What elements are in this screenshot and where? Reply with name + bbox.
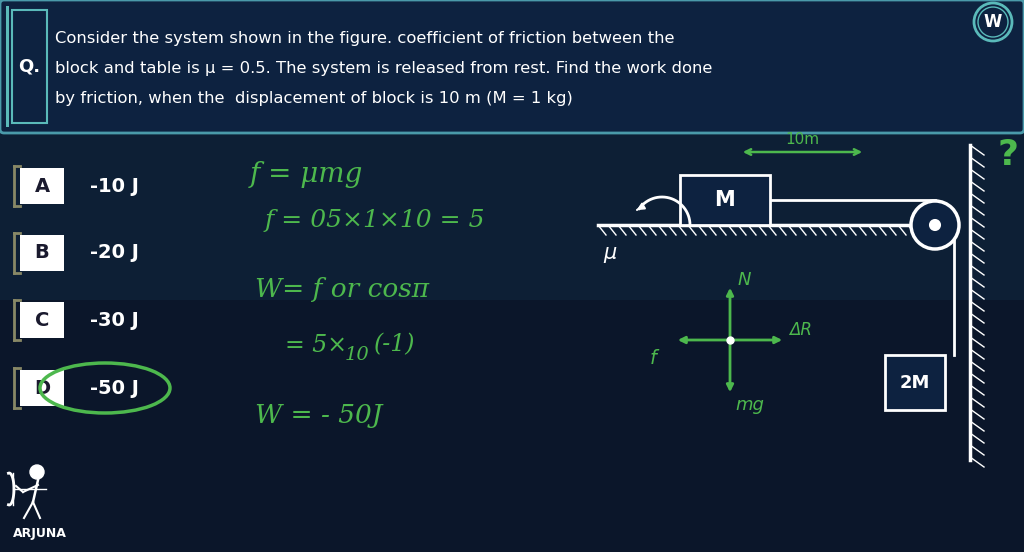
Circle shape	[30, 465, 44, 479]
Text: -20 J: -20 J	[90, 243, 139, 263]
Bar	[20, 168, 63, 204]
Text: μ: μ	[603, 243, 616, 263]
Text: f = 05×1×10 = 5: f = 05×1×10 = 5	[265, 209, 485, 231]
Text: ?: ?	[997, 138, 1019, 172]
Text: C: C	[35, 310, 49, 330]
Text: 10m: 10m	[785, 132, 819, 147]
Text: W = - 50J: W = - 50J	[255, 402, 382, 427]
Circle shape	[978, 7, 1008, 37]
Bar	[20, 370, 63, 406]
Bar	[885, 355, 945, 410]
Text: Consider the system shown in the figure. coefficient of friction between the: Consider the system shown in the figure.…	[55, 30, 675, 45]
Bar	[12, 10, 47, 123]
Text: M: M	[715, 190, 735, 210]
Text: f = μmg: f = μmg	[250, 162, 364, 188]
Text: (-1): (-1)	[374, 333, 416, 357]
Bar	[680, 175, 770, 225]
Text: Q.: Q.	[18, 58, 40, 76]
Text: ΔR: ΔR	[790, 321, 812, 339]
Text: -50 J: -50 J	[90, 379, 139, 397]
Text: W: W	[984, 13, 1002, 31]
Text: f: f	[650, 348, 656, 368]
Text: -10 J: -10 J	[90, 177, 139, 195]
Text: by friction, when the  displacement of block is 10 m (M = 1 kg): by friction, when the displacement of bl…	[55, 91, 572, 105]
Text: A: A	[35, 177, 49, 195]
Circle shape	[930, 220, 940, 230]
Text: 2M: 2M	[900, 374, 930, 391]
FancyBboxPatch shape	[0, 0, 1024, 133]
Text: = 5×: = 5×	[285, 333, 347, 357]
Circle shape	[911, 201, 959, 249]
Text: N: N	[738, 271, 752, 289]
Text: mg: mg	[735, 396, 764, 414]
Text: D: D	[34, 379, 50, 397]
Text: W= f or cosπ: W= f or cosπ	[255, 278, 429, 302]
Bar	[0, 300, 1024, 552]
Text: B: B	[35, 243, 49, 263]
Text: ARJUNA: ARJUNA	[13, 527, 67, 539]
Text: -30 J: -30 J	[90, 310, 138, 330]
Bar	[6, 6, 9, 127]
Bar	[20, 302, 63, 338]
Bar	[20, 235, 63, 271]
Text: block and table is μ = 0.5. The system is released from rest. Find the work done: block and table is μ = 0.5. The system i…	[55, 61, 713, 76]
Text: 10: 10	[345, 346, 370, 364]
Circle shape	[974, 3, 1012, 41]
